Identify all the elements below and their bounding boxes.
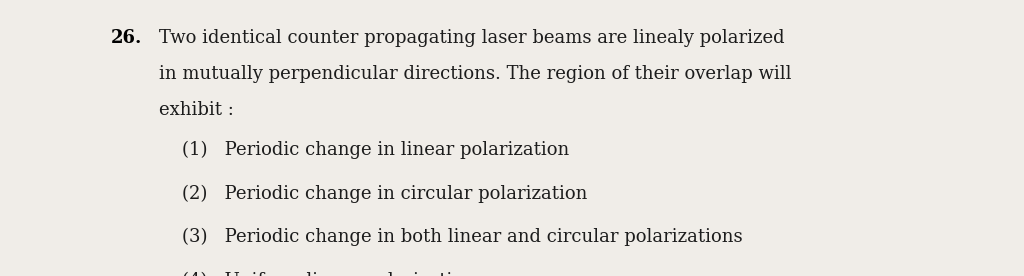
Text: Two identical counter propagating laser beams are linealy polarized: Two identical counter propagating laser … — [159, 29, 784, 47]
Text: in mutually perpendicular directions. The region of their overlap will: in mutually perpendicular directions. Th… — [159, 65, 792, 83]
Text: (1)   Periodic change in linear polarization: (1) Periodic change in linear polarizati… — [182, 141, 569, 159]
Text: (2)   Periodic change in circular polarization: (2) Periodic change in circular polariza… — [182, 184, 588, 203]
Text: (4)   Uniform linear polarization: (4) Uniform linear polarization — [182, 272, 475, 276]
Text: 26.: 26. — [111, 29, 142, 47]
Text: (3)   Periodic change in both linear and circular polarizations: (3) Periodic change in both linear and c… — [182, 228, 742, 246]
Text: exhibit :: exhibit : — [159, 101, 233, 119]
